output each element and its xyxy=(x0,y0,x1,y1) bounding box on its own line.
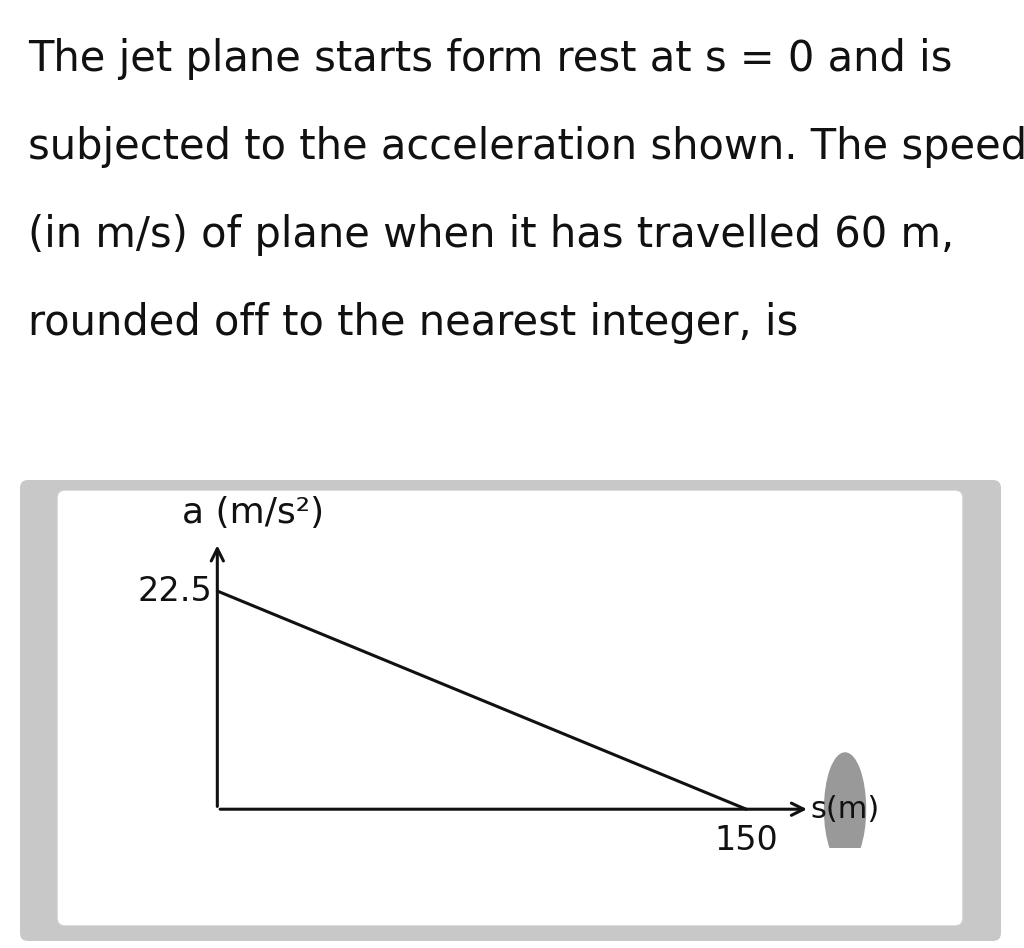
Text: subjected to the acceleration shown. The speed: subjected to the acceleration shown. The… xyxy=(28,126,1024,168)
Text: The jet plane starts form rest at s = 0 and is: The jet plane starts form rest at s = 0 … xyxy=(28,38,952,80)
Text: 22.5: 22.5 xyxy=(137,574,212,608)
FancyBboxPatch shape xyxy=(20,480,1001,941)
Text: a (m/s²): a (m/s²) xyxy=(182,496,325,530)
Text: (in m/s) of plane when it has travelled 60 m,: (in m/s) of plane when it has travelled … xyxy=(28,214,954,256)
Text: rounded off to the nearest integer, is: rounded off to the nearest integer, is xyxy=(28,302,799,344)
Text: 150: 150 xyxy=(715,824,778,857)
FancyBboxPatch shape xyxy=(57,490,963,926)
Text: s(m): s(m) xyxy=(810,794,880,824)
Circle shape xyxy=(824,753,865,866)
